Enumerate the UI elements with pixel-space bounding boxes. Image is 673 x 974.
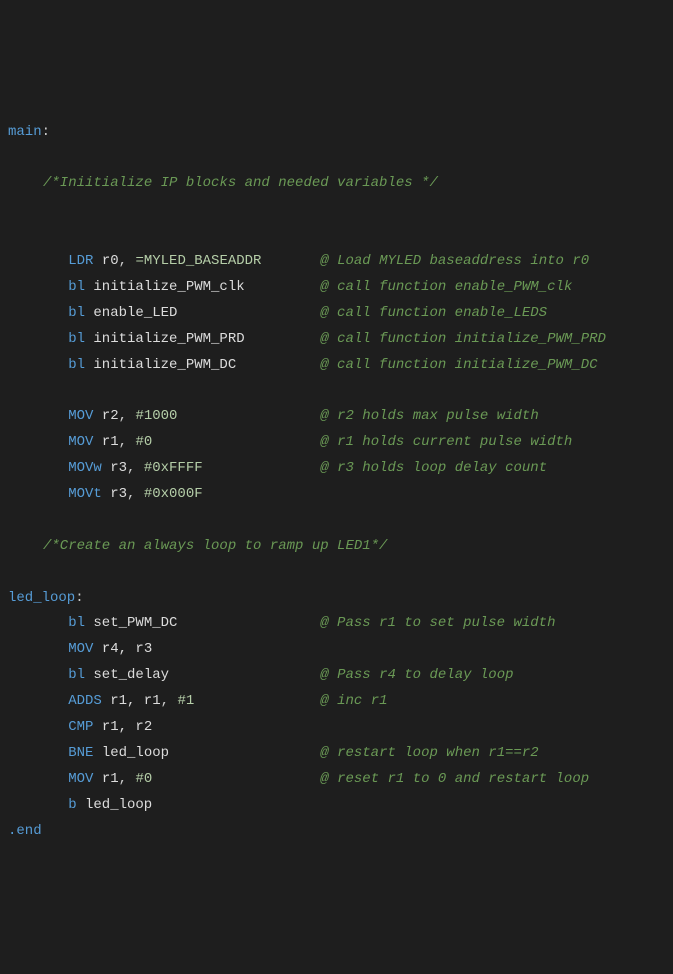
code-line: MOV r2, #1000 @ r2 holds max pulse width [8,404,665,430]
code-editor: main: /*Iniitialize IP blocks and needed… [8,120,665,845]
code-line: MOV r4, r3 [8,637,665,663]
blank-line [8,560,665,586]
code-line: bl set_PWM_DC @ Pass r1 to set pulse wid… [8,611,665,637]
code-line: .end [8,819,665,845]
code-line: ADDS r1, r1, #1 @ inc r1 [8,689,665,715]
code-line: /*Iniitialize IP blocks and needed varia… [8,171,665,197]
code-line: b led_loop [8,793,665,819]
blank-line [8,197,665,223]
code-line: bl enable_LED @ call function enable_LED… [8,301,665,327]
code-line: BNE led_loop @ restart loop when r1==r2 [8,741,665,767]
code-line: LDR r0, =MYLED_BASEADDR @ Load MYLED bas… [8,249,665,275]
code-line: /*Create an always loop to ramp up LED1*… [8,534,665,560]
blank-line [8,378,665,404]
code-line: led_loop: [8,586,665,612]
code-line: CMP r1, r2 [8,715,665,741]
code-line: MOVw r3, #0xFFFF @ r3 holds loop delay c… [8,456,665,482]
code-line: MOVt r3, #0x000F [8,482,665,508]
code-line: bl initialize_PWM_DC @ call function ini… [8,353,665,379]
code-line: bl initialize_PWM_clk @ call function en… [8,275,665,301]
code-line: MOV r1, #0 @ reset r1 to 0 and restart l… [8,767,665,793]
blank-line [8,508,665,534]
blank-line [8,223,665,249]
blank-line [8,145,665,171]
code-line: MOV r1, #0 @ r1 holds current pulse widt… [8,430,665,456]
code-line: bl initialize_PWM_PRD @ call function in… [8,327,665,353]
code-line: bl set_delay @ Pass r4 to delay loop [8,663,665,689]
code-line: main: [8,120,665,146]
